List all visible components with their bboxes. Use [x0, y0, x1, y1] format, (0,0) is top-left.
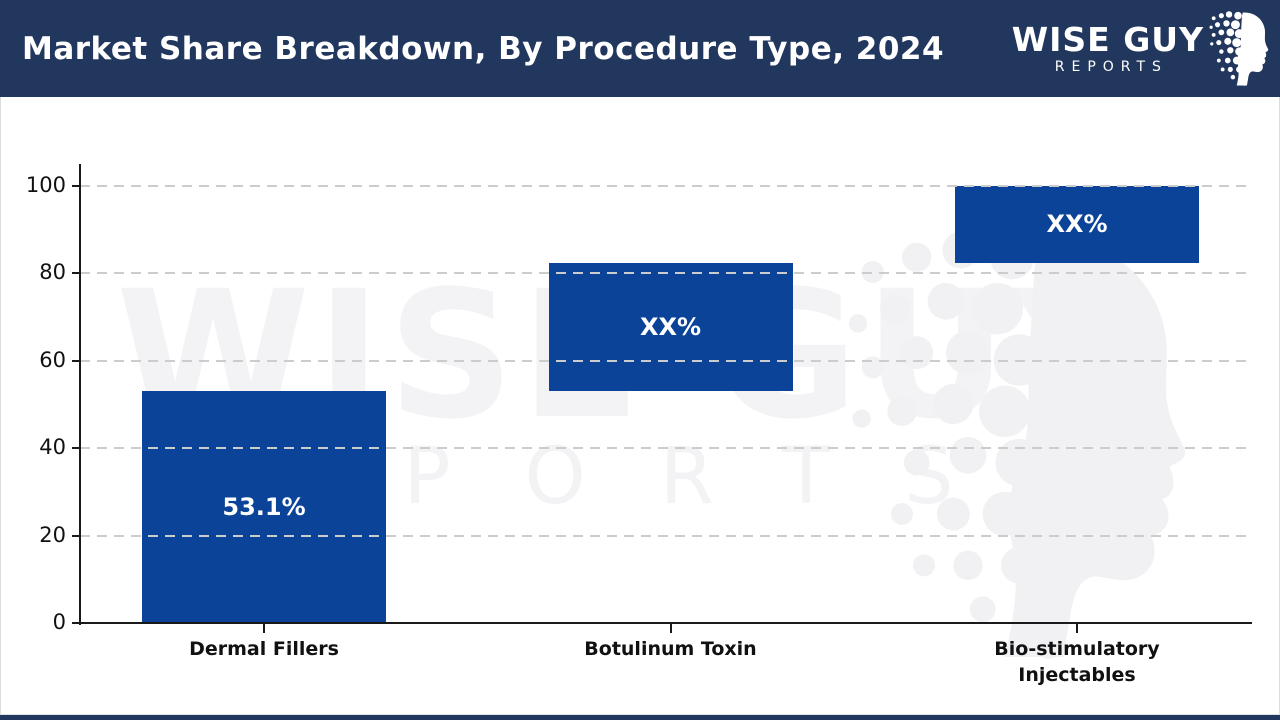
y-tick-mark [72, 359, 80, 362]
gridline [80, 534, 1252, 537]
brand-logo-text: WISE GUY REPORTS [1012, 23, 1204, 74]
footer-bar [0, 714, 1280, 720]
y-tick-mark [72, 534, 80, 537]
y-tick-mark [72, 184, 80, 187]
gridline [80, 447, 1252, 450]
gridline [80, 184, 1252, 187]
brand-logo: WISE GUY REPORTS [1012, 8, 1280, 90]
y-tick-label: 20 [39, 522, 66, 547]
bar-value-label: XX% [639, 312, 702, 341]
bar-value-label: 53.1% [222, 492, 306, 521]
gridline [80, 272, 1252, 275]
x-tick-mark [669, 624, 672, 633]
page-title: Market Share Breakdown, By Procedure Typ… [22, 30, 945, 67]
y-tick-mark [72, 272, 80, 275]
x-category-label: Bio-stimulatory Injectables [994, 638, 1160, 686]
x-tick-mark [1076, 624, 1078, 633]
bar-1 [142, 390, 386, 623]
y-axis [79, 164, 81, 625]
bar-2 [548, 262, 793, 391]
y-tick-label: 0 [52, 610, 66, 634]
y-tick-label: 100 [25, 172, 66, 197]
y-tick-label: 40 [39, 435, 66, 460]
x-category-label: Botulinum Toxin [584, 638, 757, 660]
gridline [80, 359, 1252, 362]
y-tick-mark [72, 622, 80, 624]
brand-name: WISE GUY [1011, 20, 1204, 59]
brand-subtitle: REPORTS [1054, 59, 1168, 75]
y-tick-mark [72, 447, 80, 450]
header-bar: Market Share Breakdown, By Procedure Typ… [0, 0, 1280, 97]
y-tick-label: 60 [39, 347, 66, 372]
x-category-label: Dermal Fillers [189, 638, 339, 660]
wise-guy-face-icon [1209, 10, 1269, 86]
bar-value-label: XX% [1046, 210, 1108, 239]
x-axis [79, 622, 1252, 624]
y-tick-label: 80 [39, 260, 66, 285]
x-tick-mark [263, 624, 265, 633]
bar-3 [955, 185, 1199, 263]
